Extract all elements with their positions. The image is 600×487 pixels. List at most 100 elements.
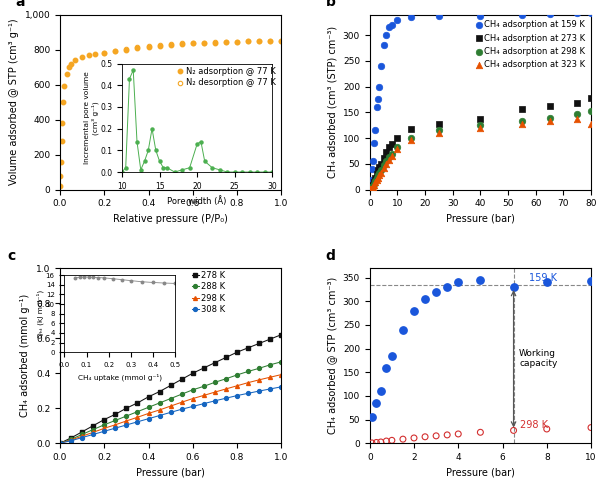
N₂ adsorption @ 77 K [189, 40, 196, 46]
Point [476, 429, 485, 436]
CH₄ adsorption at 298 K [392, 144, 402, 151]
Point [509, 283, 518, 291]
Point [542, 279, 551, 286]
CH₄ adsorption at 273 K [367, 183, 377, 190]
CH₄ adsorption at 273 K [372, 170, 382, 178]
N₂ adsorption @ 77 K [200, 40, 208, 46]
N₂ desorption @ 77 K [233, 39, 241, 45]
CH₄ adsorption at 159 K [385, 23, 394, 31]
CH₄ adsorption at 298 K [374, 169, 384, 176]
Point [387, 352, 397, 359]
298 K [167, 403, 174, 409]
278 K [266, 336, 274, 342]
308 K [67, 438, 74, 444]
Line: N₂ desorption @ 77 K: N₂ desorption @ 77 K [102, 38, 283, 56]
Text: 298 K: 298 K [520, 420, 548, 430]
Line: 278 K: 278 K [58, 333, 283, 445]
N₂ desorption @ 77 K [123, 46, 130, 52]
CH₄ adsorption at 159 K [367, 165, 377, 173]
CH₄ adsorption at 273 K [517, 105, 527, 112]
Legend: CH₄ adsorption at 159 K, CH₄ adsorption at 273 K, CH₄ adsorption at 298 K, CH₄ a: CH₄ adsorption at 159 K, CH₄ adsorption … [476, 19, 587, 71]
CH₄ adsorption at 159 K [365, 184, 375, 192]
288 K [112, 417, 119, 423]
308 K [145, 416, 152, 422]
Point [586, 424, 596, 431]
CH₄ adsorption at 298 K [370, 177, 380, 185]
288 K [145, 404, 152, 410]
Point [367, 439, 377, 447]
298 K [79, 433, 86, 439]
288 K [200, 383, 208, 389]
CH₄ adsorption at 159 K [476, 12, 485, 19]
CH₄ adsorption at 298 K [368, 183, 377, 190]
CH₄ adsorption at 273 K [370, 174, 380, 182]
Point [398, 326, 408, 334]
CH₄ adsorption at 323 K [387, 151, 397, 159]
278 K [89, 423, 97, 429]
Y-axis label: CH₄ adsorbed (cm³ (STP) cm⁻³): CH₄ adsorbed (cm³ (STP) cm⁻³) [327, 26, 337, 178]
CH₄ adsorption at 273 K [368, 182, 377, 189]
N₂ desorption @ 77 K [134, 44, 141, 50]
288 K [178, 391, 185, 397]
Point [371, 439, 381, 447]
N₂ adsorption @ 77 K [60, 99, 67, 105]
CH₄ adsorption at 323 K [406, 136, 416, 144]
278 K [244, 345, 251, 351]
298 K [145, 411, 152, 416]
288 K [256, 365, 263, 371]
298 K [266, 375, 274, 380]
288 K [167, 395, 174, 401]
CH₄ adsorption at 298 K [572, 111, 582, 118]
308 K [156, 412, 163, 418]
N₂ desorption @ 77 K [278, 38, 285, 44]
308 K [189, 404, 196, 410]
CH₄ adsorption at 323 K [366, 185, 376, 193]
Text: d: d [326, 248, 335, 262]
Point [476, 276, 485, 284]
278 K [189, 370, 196, 376]
N₂ adsorption @ 77 K [123, 47, 130, 53]
298 K [200, 393, 208, 398]
288 K [89, 427, 97, 432]
CH₄ adsorption at 273 K [434, 120, 443, 128]
N₂ desorption @ 77 K [145, 43, 152, 49]
CH₄ adsorption at 273 K [406, 125, 416, 133]
278 K [233, 349, 241, 355]
CH₄ adsorption at 298 K [367, 185, 376, 192]
278 K [178, 376, 185, 382]
CH₄ adsorption at 159 K [376, 62, 386, 70]
308 K [101, 429, 108, 434]
CH₄ adsorption at 298 K [366, 185, 376, 193]
N₂ adsorption @ 77 K [58, 138, 65, 144]
Legend: 278 K, 288 K, 298 K, 308 K: 278 K, 288 K, 298 K, 308 K [190, 269, 227, 316]
278 K [123, 405, 130, 411]
278 K [67, 435, 74, 441]
CH₄ adsorption at 159 K [368, 157, 377, 165]
298 K [67, 437, 74, 443]
278 K [167, 382, 174, 388]
298 K [233, 383, 241, 389]
278 K [223, 355, 230, 360]
N₂ adsorption @ 77 K [56, 183, 64, 189]
CH₄ adsorption at 159 K [572, 9, 582, 17]
308 K [56, 440, 64, 446]
CH₄ adsorption at 273 K [586, 94, 596, 102]
CH₄ adsorption at 159 K [369, 139, 379, 147]
N₂ desorption @ 77 K [178, 40, 185, 46]
CH₄ adsorption at 323 K [545, 117, 554, 125]
278 K [56, 440, 64, 446]
CH₄ adsorption at 298 K [372, 174, 382, 182]
298 K [56, 440, 64, 446]
Point [371, 399, 381, 407]
N₂ adsorption @ 77 K [244, 38, 251, 44]
288 K [233, 372, 241, 378]
308 K [89, 431, 97, 437]
298 K [134, 414, 141, 420]
CH₄ adsorption at 273 K [572, 99, 582, 107]
CH₄ adsorption at 298 K [376, 166, 386, 174]
298 K [123, 418, 130, 424]
Line: N₂ adsorption @ 77 K: N₂ adsorption @ 77 K [58, 38, 283, 188]
X-axis label: Relative pressure (P/P₀): Relative pressure (P/P₀) [113, 214, 228, 224]
298 K [189, 395, 196, 401]
CH₄ adsorption at 273 K [366, 185, 376, 193]
